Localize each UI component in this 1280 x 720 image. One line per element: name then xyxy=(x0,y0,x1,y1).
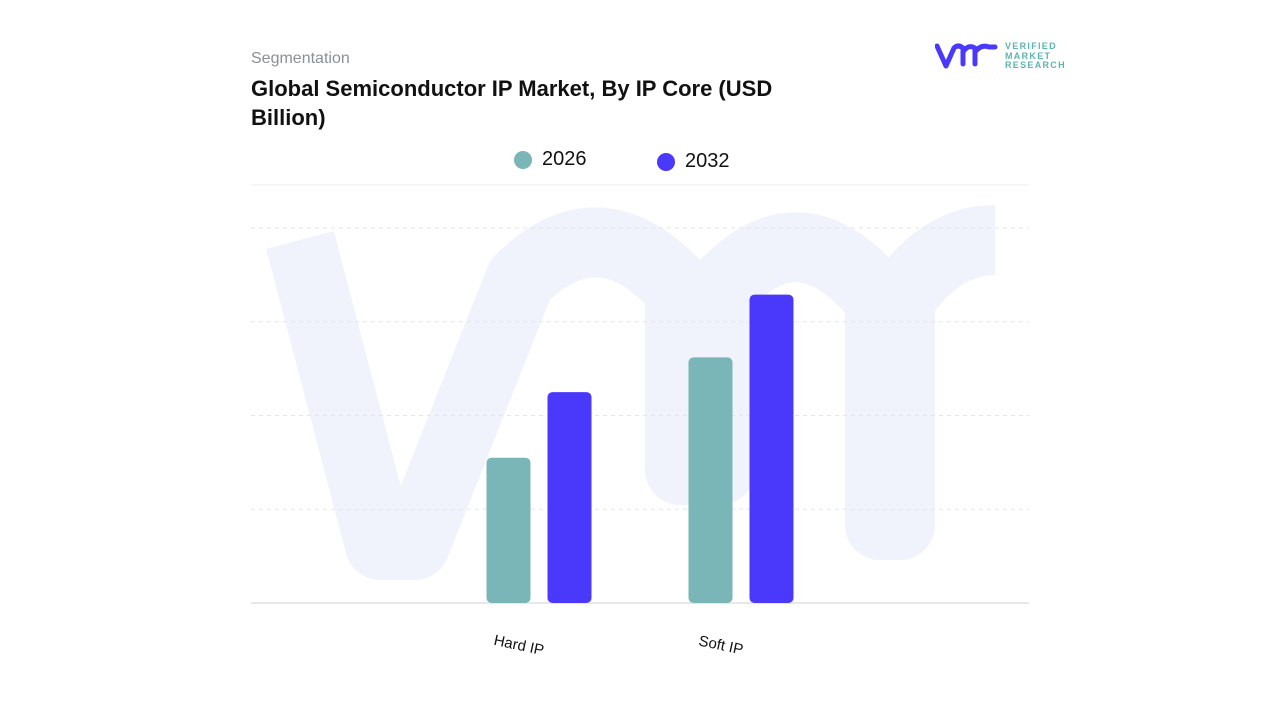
chart-title: Global Semiconductor IP Market, By IP Co… xyxy=(251,76,773,130)
bar-hard-ip-2026 xyxy=(486,457,531,603)
legend-label: 2032 xyxy=(685,150,730,172)
vmr-logo: VERIFIED MARKET RESEARCH xyxy=(935,41,1066,71)
logo-line: VERIFIED xyxy=(1005,41,1057,51)
legend-label: 2026 xyxy=(542,148,587,170)
vmr-logo-mark-icon xyxy=(935,43,998,69)
x-tick-label: Hard IP xyxy=(492,632,545,659)
legend-swatch-2026 xyxy=(514,150,532,169)
legend-swatch-2032 xyxy=(657,152,675,171)
bar-hard-ip-2032 xyxy=(547,392,592,603)
legend-item-2032: 2032 xyxy=(657,150,730,173)
legend-item-2026: 2026 xyxy=(514,148,587,171)
segment-label: Segmentation xyxy=(251,50,350,67)
x-tick-label: Soft IP xyxy=(697,632,745,658)
bar-soft-ip-2026 xyxy=(688,357,733,603)
logo-line: RESEARCH xyxy=(1005,60,1066,70)
watermark-logo xyxy=(266,205,997,580)
logo-line: MARKET xyxy=(1005,50,1052,61)
bar-soft-ip-2032 xyxy=(749,294,794,603)
